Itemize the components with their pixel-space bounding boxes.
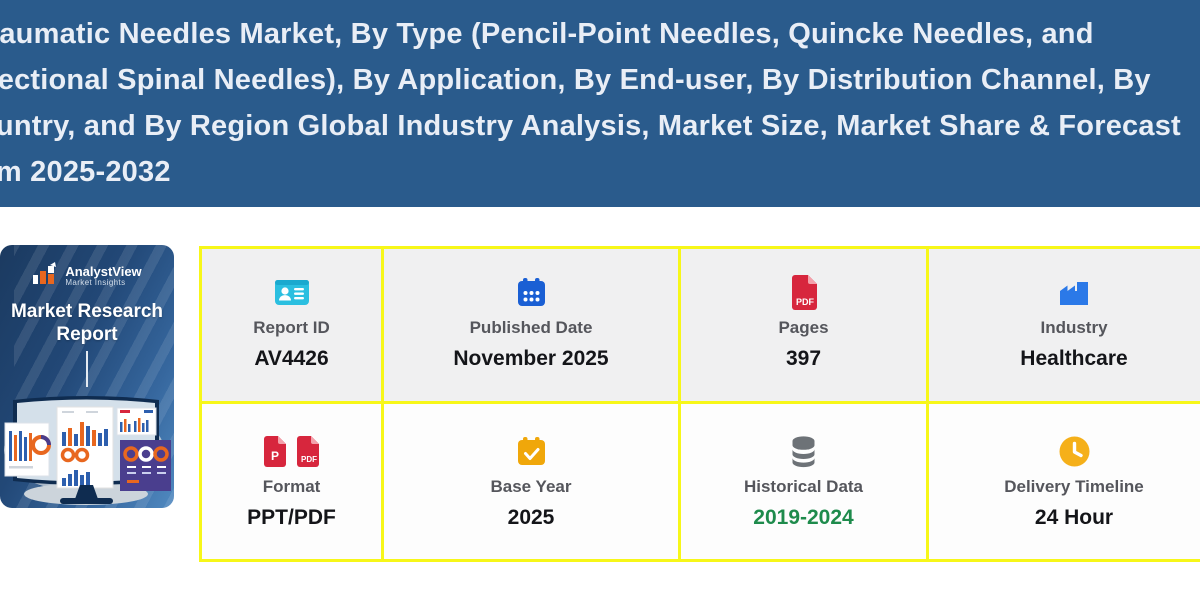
info-value: AV4426: [254, 347, 329, 370]
page-title-line: traumatic Needles Market, By Type (Penci…: [0, 18, 1094, 50]
info-value: 2025: [507, 506, 555, 529]
svg-text:P: P: [271, 449, 279, 463]
info-cell-published-date: Published Date November 2025: [384, 249, 678, 401]
cover-title-line: Report: [56, 324, 118, 345]
id-card-icon: [274, 273, 310, 311]
page-header-banner: traumatic Needles Market, By Type (Penci…: [0, 0, 1200, 207]
info-cell-format: P PDF Format PPT/PDF: [202, 404, 381, 559]
factory-icon: [1057, 273, 1091, 311]
cover-title-line: Market Research: [10, 301, 164, 322]
page-title-line: ountry, and By Region Global Industry An…: [0, 110, 1181, 142]
monitor-illustration: [0, 388, 174, 508]
database-icon: [788, 432, 819, 470]
calendar-icon: [516, 273, 547, 311]
clock-icon: [1058, 432, 1091, 470]
calendar-check-icon: [516, 432, 547, 470]
info-cell-delivery-timeline: Delivery Timeline 24 Hour: [929, 404, 1200, 559]
info-label: Format: [262, 477, 321, 496]
cover-pointer-line: [86, 351, 88, 387]
info-value: 2019-2024: [753, 506, 854, 529]
svg-text:PDF: PDF: [301, 455, 317, 464]
info-cell-report-id: Report ID AV4426: [202, 249, 381, 401]
info-label: Delivery Timeline: [1004, 477, 1144, 496]
svg-text:PDF: PDF: [796, 297, 815, 307]
brand-tagline: Market Insights: [65, 278, 126, 288]
page-title-line: om 2025-2032: [0, 156, 171, 188]
analystview-logo: AnalystView Market Insights: [0, 262, 174, 291]
info-value: PPT/PDF: [247, 506, 336, 529]
brand-text: AnalystView Market Insights: [65, 265, 141, 287]
report-info-grid: Report ID AV4426 Published Date Nov: [199, 246, 1200, 562]
brand-name: AnalystView: [65, 264, 142, 280]
info-value: 24 Hour: [1034, 506, 1114, 529]
ppt-pdf-file-icons: P PDF: [262, 432, 321, 470]
ppt-file-icon: P: [264, 435, 286, 467]
info-cell-industry: Industry Healthcare: [929, 249, 1200, 401]
pdf-file-icon: PDF: [297, 435, 319, 467]
info-label: Published Date: [469, 318, 593, 337]
cover-title: Market Research Report: [0, 300, 174, 346]
info-value: November 2025: [453, 347, 609, 370]
info-label: Pages: [778, 318, 829, 337]
info-cell-historical-data: Historical Data 2019-2024: [681, 404, 926, 559]
info-cell-base-year: Base Year 2025: [384, 404, 678, 559]
info-value: 397: [785, 347, 822, 370]
info-cell-pages: PDF Pages 397: [681, 249, 926, 401]
info-label: Report ID: [253, 318, 330, 337]
report-cover-thumbnail: AnalystView Market Insights Market Resea…: [0, 245, 174, 508]
info-label: Industry: [1040, 318, 1108, 337]
info-label: Base Year: [490, 477, 572, 496]
info-value: Healthcare: [1020, 347, 1128, 370]
pdf-file-icon: PDF: [789, 273, 819, 311]
info-label: Historical Data: [743, 477, 864, 496]
page-title-line: irectional Spinal Needles), By Applicati…: [0, 64, 1151, 96]
bar-chart-logo-icon: [32, 262, 59, 291]
page-title: traumatic Needles Market, By Type (Penci…: [0, 11, 1200, 195]
